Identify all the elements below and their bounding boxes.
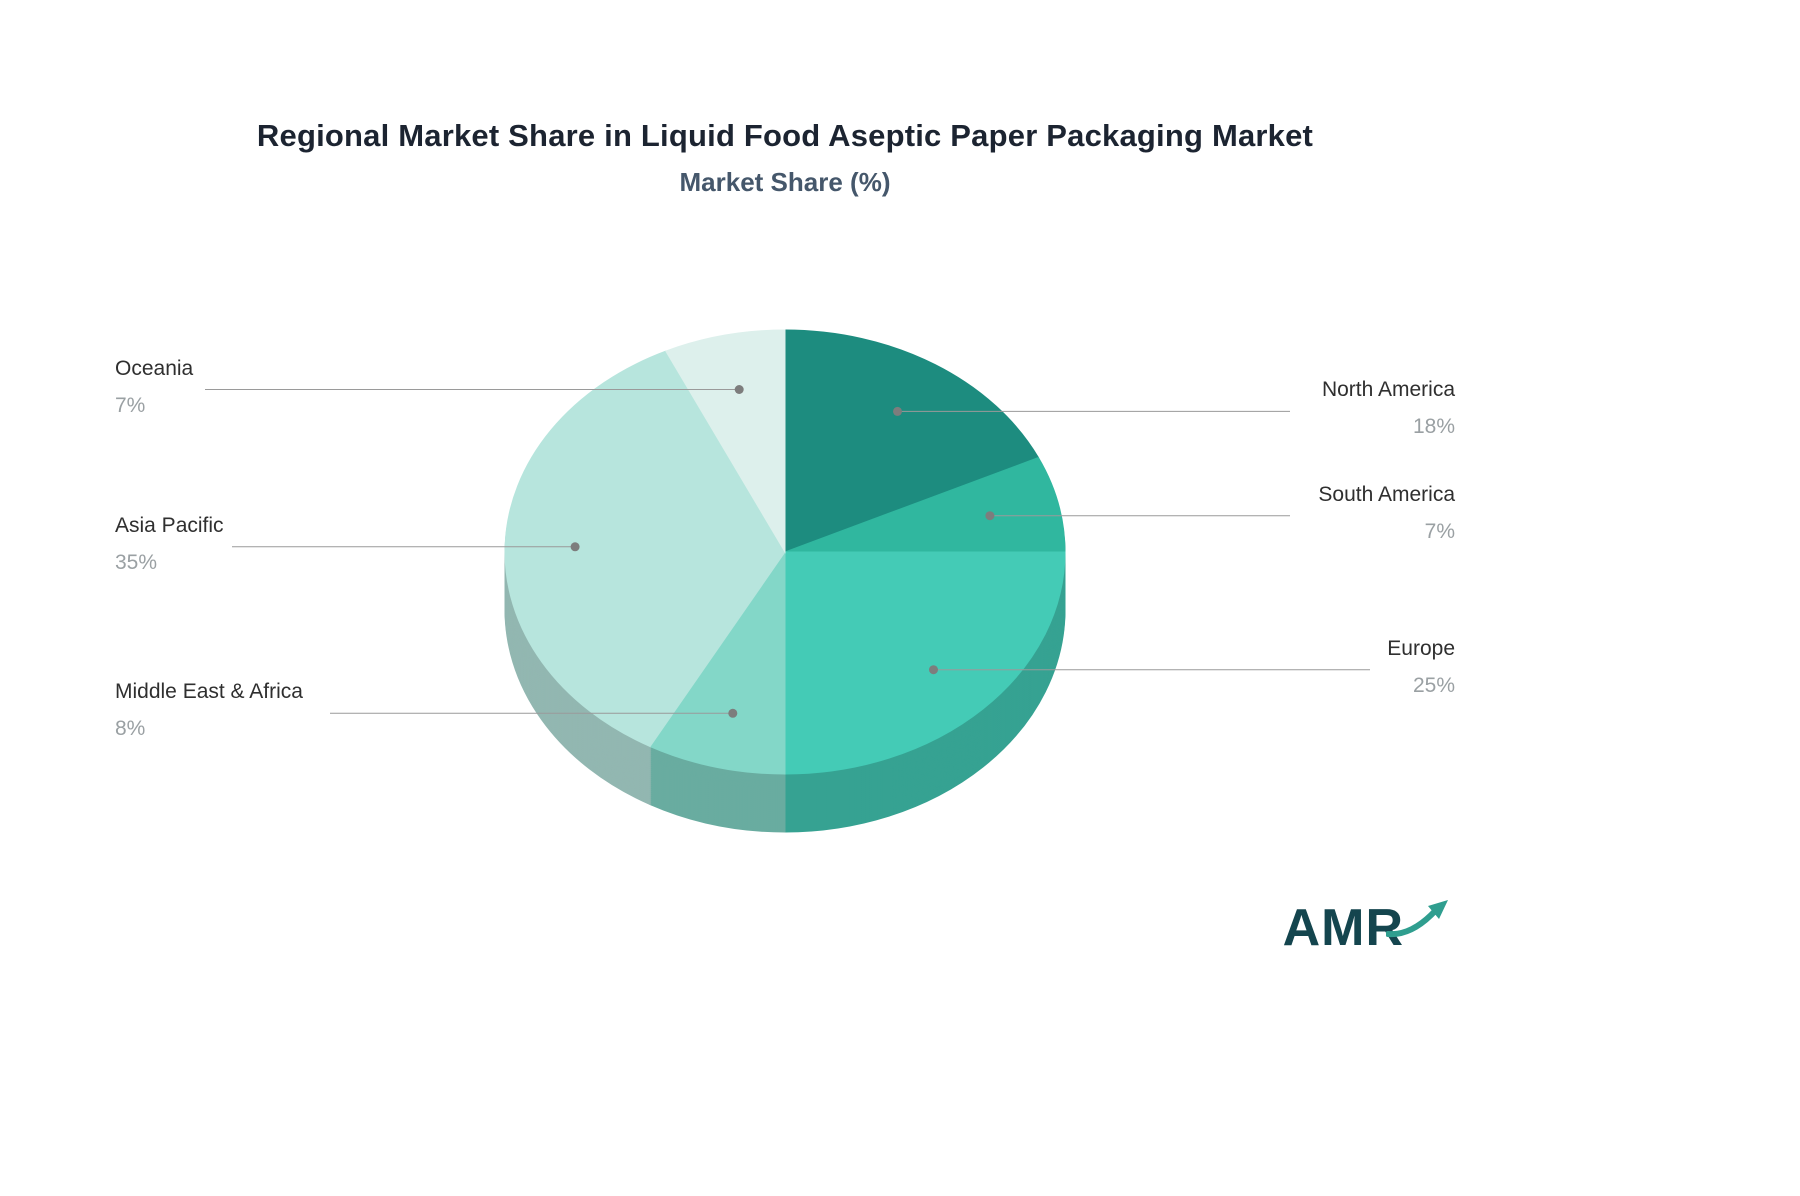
pie-label-value: 7% xyxy=(1424,520,1455,543)
pie-label-value: 18% xyxy=(1412,415,1455,438)
leader-lines xyxy=(205,385,1370,718)
pie-label-europe: Europe 25% xyxy=(1095,636,1455,699)
leader-dot-middle-east-africa xyxy=(728,708,738,718)
leader-dot-north-america xyxy=(893,406,902,416)
pie-slice-south-america xyxy=(784,456,1066,553)
pie-label-name: Asia Pacific xyxy=(115,514,224,537)
pie-label-name: Middle East & Africa xyxy=(115,680,303,703)
pie-label-value: 8% xyxy=(115,717,146,740)
pie-label-south-america: South America 7% xyxy=(1095,482,1455,545)
pie-slice-middle-east-africa xyxy=(649,550,786,775)
pie-label-north-america: North America 18% xyxy=(1095,377,1455,440)
pie-label-name: South America xyxy=(1318,483,1455,506)
chart-subtitle: Market Share (%) xyxy=(679,167,891,197)
pie-label-name: Europe xyxy=(1387,637,1455,660)
amr-logo: AMR xyxy=(1282,898,1448,958)
pie-label-oceania: Oceania 7% xyxy=(115,356,475,419)
pie-slice-north-america xyxy=(784,329,1040,553)
logo-arrow-icon xyxy=(1386,900,1448,938)
pie-label-name: Oceania xyxy=(115,357,194,380)
leader-dot-europe xyxy=(929,665,938,675)
pie-label-value: 35% xyxy=(115,551,158,574)
logo-arrow-swoosh xyxy=(1386,907,1439,938)
logo-arrow-head xyxy=(1428,900,1448,919)
pie-label-value: 25% xyxy=(1412,674,1455,697)
pie-slice-europe xyxy=(784,551,1066,775)
leader-dot-asia-pacific xyxy=(570,542,580,552)
pie-slices xyxy=(504,329,1066,775)
pie-label-value: 7% xyxy=(115,394,146,417)
pie-label-middle-east-africa: Middle East & Africa 8% xyxy=(115,679,475,742)
pie-label-asia-pacific: Asia Pacific 35% xyxy=(115,513,475,576)
leader-dot-oceania xyxy=(734,385,744,394)
pie-slice-oceania xyxy=(665,329,786,554)
pie-label-name: North America xyxy=(1321,378,1455,401)
chart-title: Regional Market Share in Liquid Food Ase… xyxy=(256,118,1314,153)
pie-slice-asia-pacific xyxy=(504,350,786,748)
leader-dot-south-america xyxy=(985,511,995,521)
amr-logo-text: AMR xyxy=(1282,899,1404,957)
